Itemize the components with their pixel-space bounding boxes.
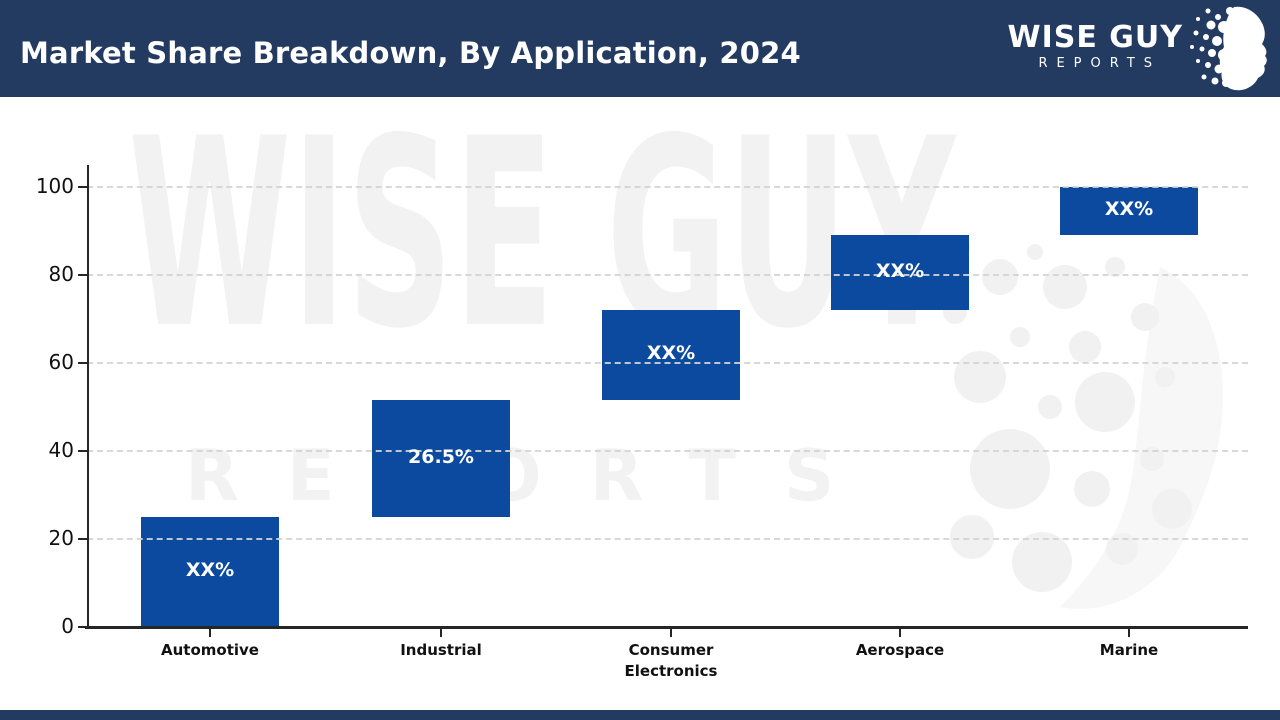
x-axis-line bbox=[85, 626, 1248, 629]
brand-logo-wordmark: WISE GUY bbox=[1007, 20, 1183, 55]
bar-value-label: 26.5% bbox=[408, 445, 474, 468]
bar-value-label: XX% bbox=[1104, 198, 1154, 221]
y-tick-label: 0 bbox=[61, 614, 74, 638]
gridline-100 bbox=[87, 186, 1248, 188]
x-tick-aerospace bbox=[899, 629, 901, 637]
category-label-consumer-electronics: Consumer Electronics bbox=[624, 641, 718, 680]
y-tick-label: 80 bbox=[48, 262, 74, 286]
category-label-industrial: Industrial bbox=[400, 641, 482, 659]
gridline-60 bbox=[87, 362, 1248, 364]
bar-industrial bbox=[372, 400, 510, 517]
dotted-face-profile-icon bbox=[1190, 6, 1267, 91]
y-tick-label: 60 bbox=[48, 350, 74, 374]
gridline-80 bbox=[87, 274, 1248, 276]
y-tick-60 bbox=[78, 362, 87, 364]
gridline-40 bbox=[87, 450, 1248, 452]
footer-bar bbox=[0, 710, 1280, 720]
bar-consumer-electronics bbox=[602, 310, 740, 401]
chart-canvas: WISE GUY REPORTS XX% 26.5% XX% XX% XX% 0 20 40 6… bbox=[0, 97, 1280, 710]
y-tick-label: 20 bbox=[48, 526, 74, 550]
bar-value-label: XX% bbox=[185, 559, 235, 581]
watermark-dotted-face bbox=[906, 237, 1223, 609]
bar-marine bbox=[1060, 187, 1198, 236]
y-tick-40 bbox=[78, 450, 87, 452]
category-label-automotive: Automotive bbox=[161, 641, 259, 659]
y-axis-line bbox=[87, 165, 89, 629]
bar-value-label: XX% bbox=[646, 342, 696, 365]
category-label-aerospace: Aerospace bbox=[855, 641, 945, 659]
y-tick-80 bbox=[78, 274, 87, 276]
y-tick-label: 40 bbox=[48, 438, 74, 462]
watermark-wordmark: WISE GUY bbox=[128, 97, 956, 386]
category-label-marine: Marine bbox=[1099, 641, 1159, 659]
brand-logo-subtitle: REPORTS bbox=[1038, 56, 1162, 71]
x-tick-marine bbox=[1128, 629, 1130, 637]
bar-value-label: XX% bbox=[875, 259, 925, 282]
bar-automotive bbox=[141, 517, 279, 627]
x-tick-industrial bbox=[440, 629, 442, 637]
gridline-20 bbox=[87, 538, 1248, 540]
y-tick-20 bbox=[78, 538, 87, 540]
page-title: Market Share Breakdown, By Application, … bbox=[20, 36, 801, 70]
y-tick-label: 100 bbox=[35, 174, 74, 198]
y-tick-100 bbox=[78, 186, 87, 188]
x-tick-consumer-electronics bbox=[670, 629, 672, 637]
watermark-subtitle: REPORTS bbox=[185, 435, 883, 517]
brand-logo: WISE GUY REPORTS bbox=[1007, 22, 1183, 72]
header-bar: Market Share Breakdown, By Application, … bbox=[0, 0, 1280, 97]
y-tick-0 bbox=[78, 626, 87, 628]
bar-aerospace bbox=[831, 235, 969, 311]
x-tick-automotive bbox=[209, 629, 211, 637]
